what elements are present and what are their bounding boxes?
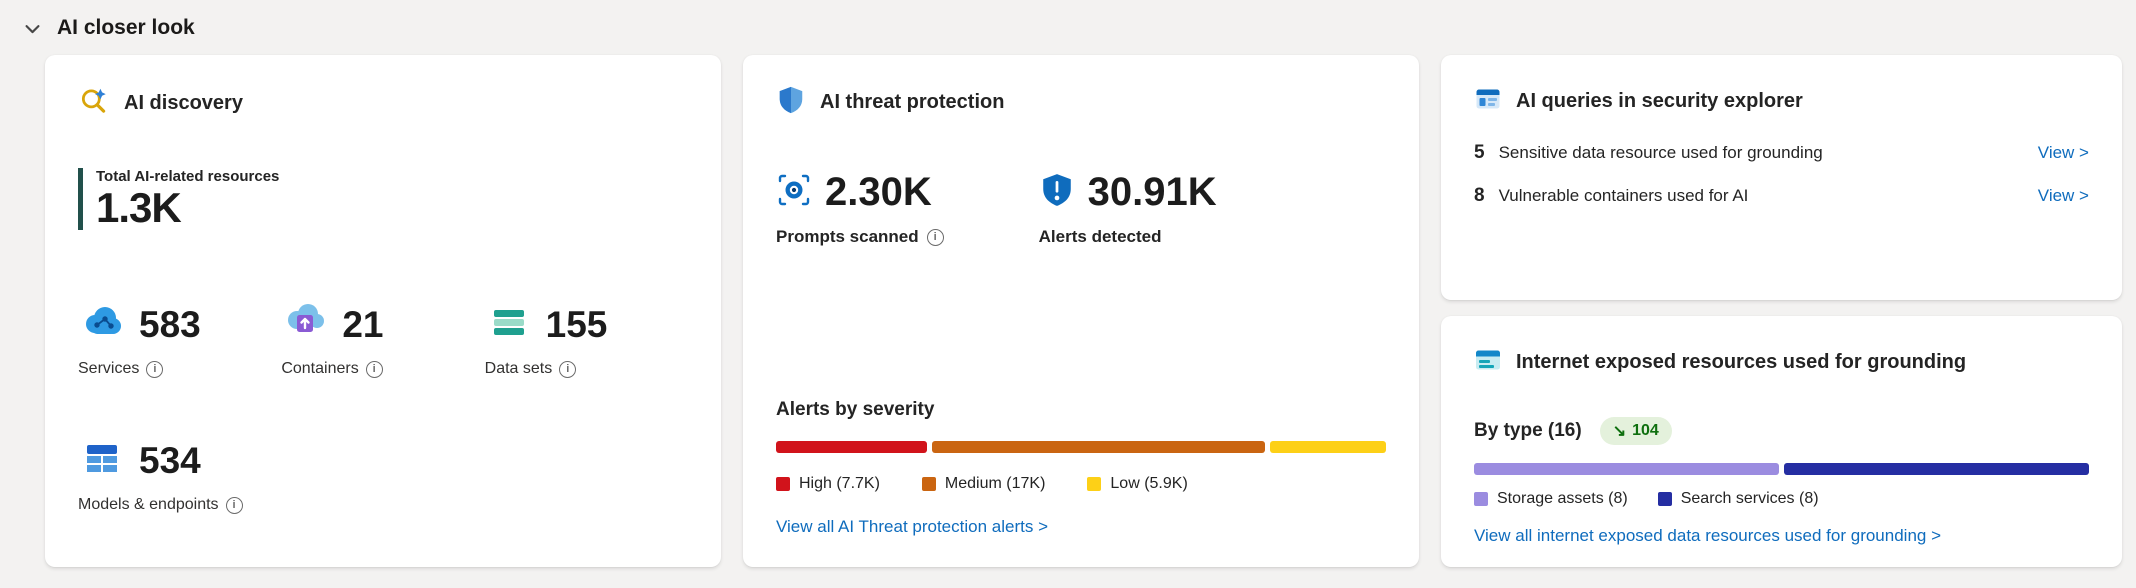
severity-legend: High (7.7K) Medium (17K) Low (5.9K) [776,475,1386,493]
query-label: Sensitive data resource used for groundi… [1498,143,1823,162]
legend-item-low: Low (5.9K) [1087,475,1188,493]
stat-value: 534 [139,439,201,481]
containers-icon [281,298,329,351]
severity-bar-high [776,441,927,453]
card-title: Internet exposed resources used for grou… [1516,351,1967,373]
stat-containers: 21 Containers i [281,298,484,378]
discovery-stats-grid: 583 Services i 21 [78,298,688,514]
stat-alerts-detected: 30.91K Alerts detected [1039,170,1217,247]
severity-bar [776,441,1386,453]
services-icon [78,298,126,351]
legend-label: Search services (8) [1680,490,1819,507]
total-ai-resources: Total AI-related resources 1.3K [78,168,688,230]
by-type-row: By type (16) ↘ 104 [1474,417,2089,445]
legend-swatch-high [776,477,790,491]
severity-bar-low [1270,441,1386,453]
threat-stats: 2.30K Prompts scanned i 30 [776,170,1386,247]
legend-item-search-services: Search services (8) [1657,490,1819,508]
exposed-resources-bar [1474,463,2089,475]
query-row-sensitive-data: 5 Sensitive data resource used for groun… [1474,142,2089,164]
legend-swatch-storage [1474,492,1488,506]
ai-threat-protection-card: AI threat protection [743,55,1419,567]
query-rows: 5 Sensitive data resource used for groun… [1474,142,2089,207]
stat-datasets: 155 Data sets i [485,298,688,378]
trend-value: 104 [1632,422,1659,439]
exposed-legend: Storage assets (8) Search services (8) [1474,490,2089,508]
internet-exposed-icon [1474,346,1502,379]
info-icon[interactable]: i [559,360,577,378]
stat-label: Alerts detected [1038,227,1162,246]
total-value: 1.3K [96,184,182,231]
legend-label: Low (5.9K) [1110,475,1188,492]
legend-item-medium: Medium (17K) [921,475,1046,493]
trend-arrow-icon: ↘ [1612,423,1627,440]
legend-swatch-medium [921,477,936,491]
view-link[interactable]: View > [2037,143,2089,162]
stat-value: 2.30K [825,170,932,214]
stat-prompts-scanned: 2.30K Prompts scanned i [776,170,944,247]
ai-discovery-card: AI discovery Total AI-related resources … [45,55,721,567]
severity-heading: Alerts by severity [776,399,935,420]
info-icon[interactable]: i [225,496,243,514]
ai-queries-card: AI queries in security explorer 5 Sensit… [1441,55,2122,300]
internet-exposed-card: Internet exposed resources used for grou… [1441,316,2122,567]
stat-value: 583 [139,303,201,345]
stat-models-endpoints: 534 Models & endpoints i [78,434,281,514]
collapse-chevron-icon[interactable] [20,16,44,40]
section-header: AI closer look [0,0,2136,40]
query-count: 8 [1474,185,1485,206]
legend-label: High (7.7K) [799,475,880,492]
bar-storage-assets [1474,463,1779,475]
prompts-scanned-icon [776,172,812,213]
query-row-vulnerable-containers: 8 Vulnerable containers used for AI View… [1474,185,2089,207]
stat-label: Prompts scanned [776,227,919,246]
total-label: Total AI-related resources [96,168,280,185]
stat-label: Models & endpoints [78,496,219,514]
info-icon[interactable]: i [365,360,383,378]
trend-badge: ↘ 104 [1599,417,1672,445]
card-title: AI threat protection [820,91,1005,113]
stat-label: Data sets [484,360,553,378]
right-column: AI queries in security explorer 5 Sensit… [1441,55,2122,567]
section-title: AI closer look [57,16,195,39]
by-type-label: By type (16) [1474,420,1582,441]
query-count: 5 [1474,142,1485,163]
legend-item-high: High (7.7K) [776,475,880,493]
legend-item-storage-assets: Storage assets (8) [1474,490,1628,508]
view-link[interactable]: View > [2037,186,2089,205]
card-title: AI queries in security explorer [1516,90,1803,112]
stat-services: 583 Services i [78,298,281,378]
stat-label: Services [78,360,140,378]
view-all-internet-exposed-link[interactable]: View all internet exposed data resources… [1474,526,1942,545]
security-explorer-icon [1474,85,1502,118]
info-icon[interactable]: i [146,360,164,378]
alerts-by-severity: Alerts by severity High (7.7K) Medium (1… [776,399,1386,537]
stat-value: 30.91K [1087,170,1217,214]
stat-label: Containers [281,360,359,378]
info-icon[interactable]: i [926,228,944,246]
severity-bar-medium [931,441,1266,453]
legend-swatch-low [1087,477,1102,491]
query-label: Vulnerable containers used for AI [1498,186,1749,205]
legend-label: Storage assets (8) [1497,490,1628,507]
legend-label: Medium (17K) [944,475,1046,492]
card-title: AI discovery [124,92,243,114]
stat-value: 155 [545,303,608,345]
shield-icon [776,85,806,120]
stat-value: 21 [342,303,384,345]
ai-discovery-icon [78,85,110,122]
cards-row: AI discovery Total AI-related resources … [0,40,2136,567]
datasets-icon [485,298,533,351]
models-endpoints-icon [78,434,126,487]
legend-swatch-search [1657,492,1672,506]
bar-search-services [1784,463,2089,475]
view-all-threat-alerts-link[interactable]: View all AI Threat protection alerts > [776,517,1048,536]
alerts-detected-icon [1039,172,1075,213]
